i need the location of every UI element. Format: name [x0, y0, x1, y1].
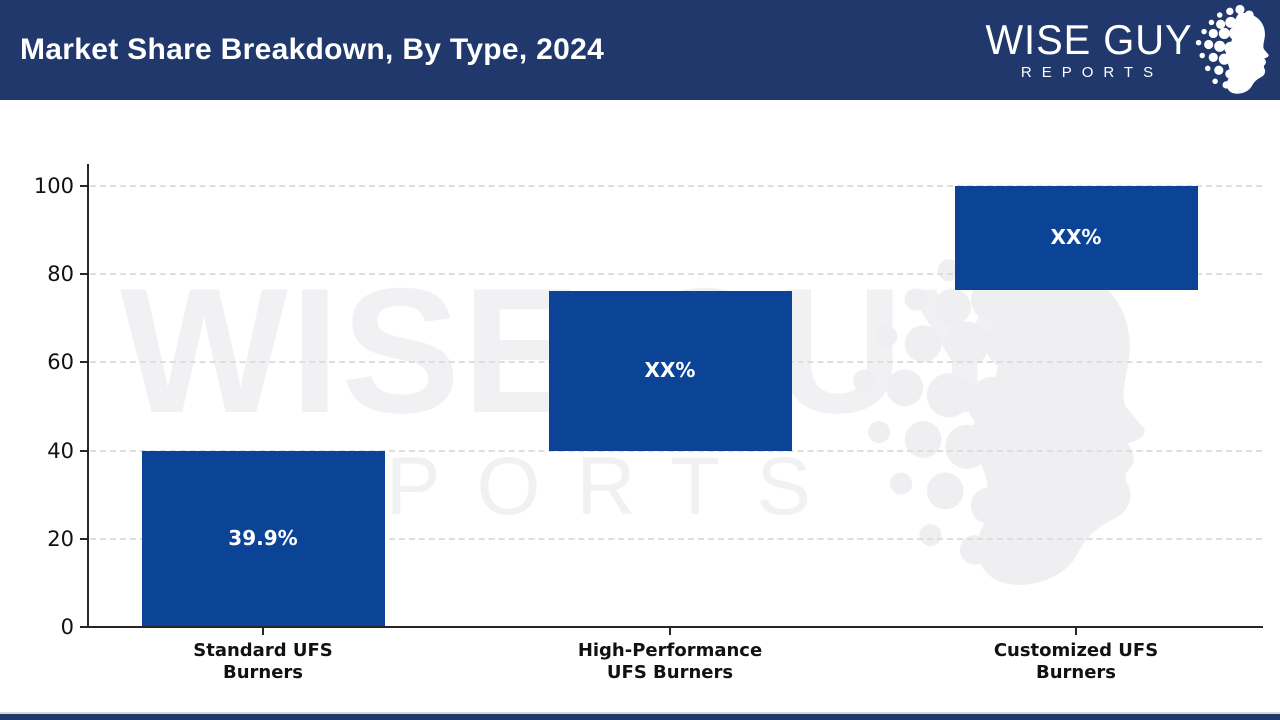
- y-tick-mark: [80, 273, 87, 276]
- x-category-label-line: Customized UFS: [993, 640, 1159, 661]
- x-category-label: Customized UFS Burners: [916, 640, 1236, 684]
- bar: [548, 290, 792, 451]
- x-category-label-line: Burners: [222, 662, 304, 683]
- bar-label: XX%: [1050, 225, 1102, 250]
- x-category-label-line: Burners: [1035, 662, 1117, 683]
- header-bar: Market Share Breakdown, By Type, 2024 WI…: [0, 0, 1280, 100]
- brand-face-icon: [1195, 4, 1269, 94]
- y-gridline: [90, 185, 1262, 187]
- brand-logo: WISE GUY REPORTS: [980, 4, 1270, 96]
- y-tick-label: 20: [47, 526, 74, 551]
- x-axis-line: [87, 626, 1263, 628]
- bar: [141, 451, 385, 627]
- y-tick-label: 40: [47, 438, 74, 463]
- x-tick-mark: [669, 628, 671, 635]
- brand-subtitle: REPORTS: [1020, 64, 1164, 81]
- y-tick-label: 0: [60, 615, 74, 639]
- x-tick-mark: [1075, 628, 1077, 635]
- x-category-label: High-Performance UFS Burners: [510, 640, 830, 684]
- brand-logo-text: WISE GUY REPORTS: [980, 16, 1198, 82]
- y-tick-label: 80: [47, 262, 74, 287]
- footer-accent-bar: [0, 714, 1280, 720]
- y-gridline: [90, 537, 1262, 540]
- x-tick-mark: [262, 628, 264, 635]
- bar: [954, 186, 1198, 291]
- y-gridline: [90, 273, 1262, 276]
- y-axis-line: [87, 164, 89, 628]
- brand-name: WISE GUY: [985, 16, 1193, 63]
- y-tick-label: 60: [47, 350, 74, 375]
- footer-divider: [0, 712, 1280, 714]
- y-tick-label: 100: [33, 174, 74, 198]
- x-category-label: Standard UFS Burners: [103, 640, 423, 684]
- y-gridline: [90, 449, 1262, 452]
- bar-label: 39.9%: [228, 526, 298, 551]
- y-tick-mark: [80, 626, 87, 628]
- x-category-label-line: High-Performance: [577, 640, 763, 661]
- y-tick-mark: [80, 361, 87, 364]
- y-tick-mark: [80, 185, 87, 187]
- x-category-label-line: Standard UFS: [193, 640, 333, 661]
- page-title: Market Share Breakdown, By Type, 2024: [20, 33, 605, 66]
- bar-label: XX%: [644, 357, 696, 382]
- y-tick-mark: [80, 537, 87, 540]
- y-tick-mark: [80, 449, 87, 452]
- x-category-label-line: UFS Burners: [606, 662, 734, 683]
